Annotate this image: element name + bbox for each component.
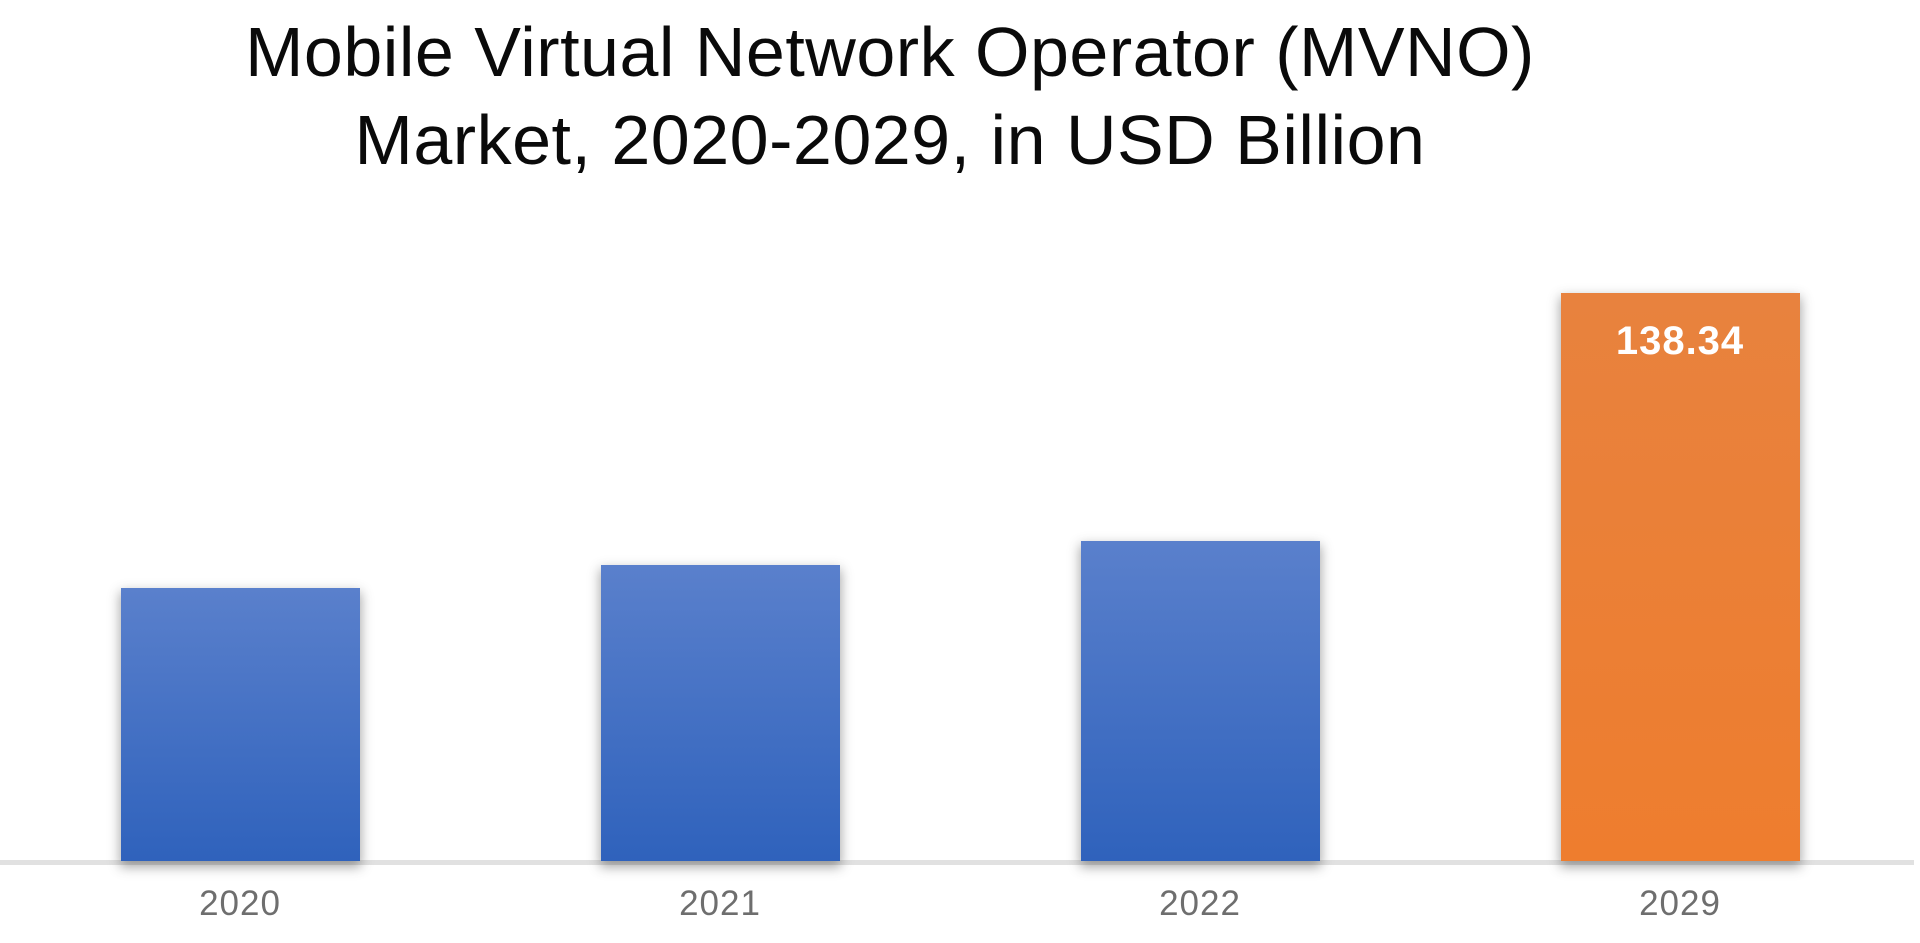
bar-2022 (1080, 541, 1320, 861)
bar-slot-2021 (480, 565, 960, 861)
x-axis-line (0, 860, 1914, 865)
x-tick-2020: 2020 (199, 884, 281, 923)
chart-title-line-2: Market, 2020-2029, in USD Billion (354, 101, 1426, 179)
bar-2029-highlight: 138.34 (1560, 293, 1800, 861)
value-label-2029: 138.34 (1615, 319, 1745, 363)
chart-title-line-1: Mobile Virtual Network Operator (MVNO) (245, 13, 1535, 91)
x-tick-2029: 2029 (1639, 884, 1721, 923)
bar-slot-2020 (0, 588, 480, 861)
bar-2020 (120, 588, 360, 861)
bar-2021 (600, 565, 840, 861)
x-tick-2021: 2021 (679, 884, 761, 923)
x-tick-2022: 2022 (1159, 884, 1241, 923)
bar-slot-2029: 138.34 (1440, 293, 1920, 861)
bar-slot-2022 (960, 541, 1440, 861)
chart-title: Mobile Virtual Network Operator (MVNO) M… (0, 8, 1780, 184)
